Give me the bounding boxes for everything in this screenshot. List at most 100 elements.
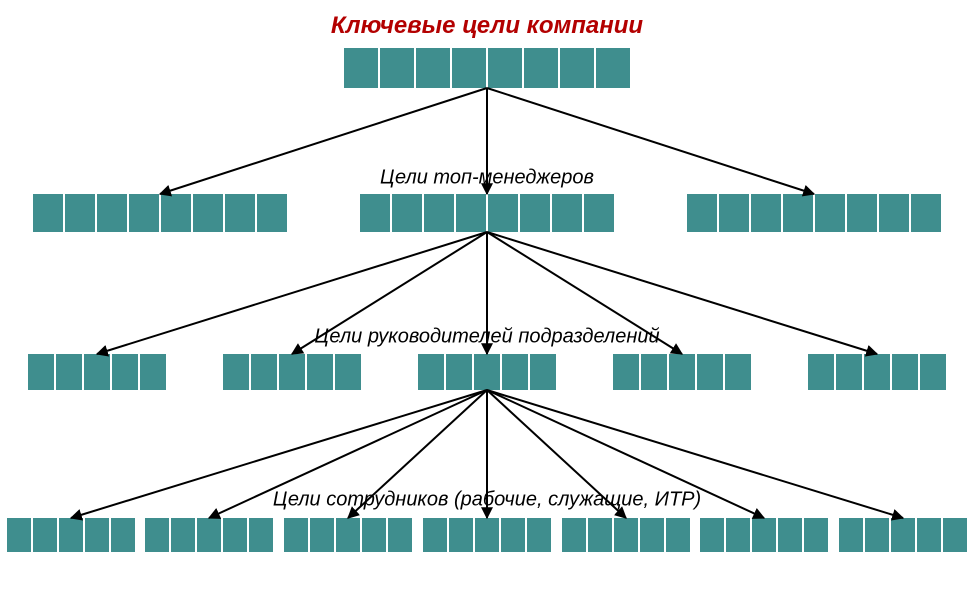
segment bbox=[917, 518, 941, 552]
segment bbox=[640, 518, 664, 552]
segment bbox=[943, 518, 967, 552]
segment bbox=[475, 518, 499, 552]
segment bbox=[726, 518, 750, 552]
segment bbox=[488, 48, 522, 88]
segment bbox=[97, 194, 127, 232]
segment bbox=[362, 518, 386, 552]
segment bbox=[666, 518, 690, 552]
block-L4-2 bbox=[284, 518, 412, 552]
segment bbox=[449, 518, 473, 552]
segment bbox=[783, 194, 813, 232]
block-L4-1 bbox=[145, 518, 273, 552]
segment bbox=[56, 354, 82, 390]
block-L2-1 bbox=[360, 194, 614, 232]
segment bbox=[891, 518, 915, 552]
segment bbox=[84, 354, 110, 390]
segment bbox=[778, 518, 802, 552]
segment bbox=[584, 194, 614, 232]
segment bbox=[687, 194, 717, 232]
title-level3: Цели руководителей подразделений bbox=[314, 326, 659, 349]
segment bbox=[719, 194, 749, 232]
segment bbox=[388, 518, 412, 552]
segment bbox=[524, 48, 558, 88]
segment bbox=[700, 518, 724, 552]
segment bbox=[725, 354, 751, 390]
segment bbox=[446, 354, 472, 390]
segment bbox=[171, 518, 195, 552]
segment bbox=[225, 194, 255, 232]
segment bbox=[193, 194, 223, 232]
segment bbox=[641, 354, 667, 390]
segment bbox=[59, 518, 83, 552]
segment bbox=[488, 194, 518, 232]
segment bbox=[847, 194, 877, 232]
segment bbox=[456, 194, 486, 232]
segment bbox=[380, 48, 414, 88]
segment bbox=[613, 354, 639, 390]
segment bbox=[65, 194, 95, 232]
block-L3-0 bbox=[28, 354, 166, 390]
segment bbox=[751, 194, 781, 232]
segment bbox=[892, 354, 918, 390]
segment bbox=[344, 48, 378, 88]
segment bbox=[911, 194, 941, 232]
block-L4-4 bbox=[562, 518, 690, 552]
segment bbox=[669, 354, 695, 390]
segment bbox=[501, 518, 525, 552]
block-L3-1 bbox=[223, 354, 361, 390]
block-L4-6 bbox=[839, 518, 967, 552]
segment bbox=[418, 354, 444, 390]
title-main: Ключевые цели компании bbox=[331, 12, 643, 40]
title-level2: Цели топ-менеджеров bbox=[380, 167, 594, 190]
segment bbox=[284, 518, 308, 552]
segment bbox=[140, 354, 166, 390]
block-L2-2 bbox=[687, 194, 941, 232]
segment bbox=[197, 518, 221, 552]
segment bbox=[424, 194, 454, 232]
segment bbox=[560, 48, 594, 88]
segment bbox=[335, 354, 361, 390]
segment bbox=[596, 48, 630, 88]
segment bbox=[161, 194, 191, 232]
segment bbox=[416, 48, 450, 88]
segment bbox=[223, 518, 247, 552]
segment bbox=[752, 518, 776, 552]
segment bbox=[552, 194, 582, 232]
segment bbox=[502, 354, 528, 390]
block-L4-3 bbox=[423, 518, 551, 552]
block-L2-0 bbox=[33, 194, 287, 232]
segment bbox=[804, 518, 828, 552]
segment bbox=[310, 518, 334, 552]
segment bbox=[129, 194, 159, 232]
segment bbox=[879, 194, 909, 232]
title-level4: Цели сотрудников (рабочие, служащие, ИТР… bbox=[273, 489, 701, 512]
segment bbox=[85, 518, 109, 552]
segment bbox=[28, 354, 54, 390]
segment bbox=[423, 518, 447, 552]
block-L3-3 bbox=[613, 354, 751, 390]
segment bbox=[360, 194, 390, 232]
segment bbox=[520, 194, 550, 232]
segment bbox=[836, 354, 862, 390]
block-L4-0 bbox=[7, 518, 135, 552]
segment bbox=[33, 194, 63, 232]
segment bbox=[864, 354, 890, 390]
segment bbox=[257, 194, 287, 232]
segment bbox=[588, 518, 612, 552]
segment bbox=[614, 518, 638, 552]
segment bbox=[7, 518, 31, 552]
segment bbox=[251, 354, 277, 390]
segment bbox=[562, 518, 586, 552]
segment bbox=[392, 194, 422, 232]
segment bbox=[33, 518, 57, 552]
segment bbox=[527, 518, 551, 552]
segment bbox=[697, 354, 723, 390]
segment bbox=[815, 194, 845, 232]
diagram-canvas: Ключевые цели компании Цели топ-менеджеро… bbox=[0, 0, 974, 593]
segment bbox=[111, 518, 135, 552]
block-L3-4 bbox=[808, 354, 946, 390]
segment bbox=[920, 354, 946, 390]
segment bbox=[145, 518, 169, 552]
block-L4-5 bbox=[700, 518, 828, 552]
segment bbox=[112, 354, 138, 390]
